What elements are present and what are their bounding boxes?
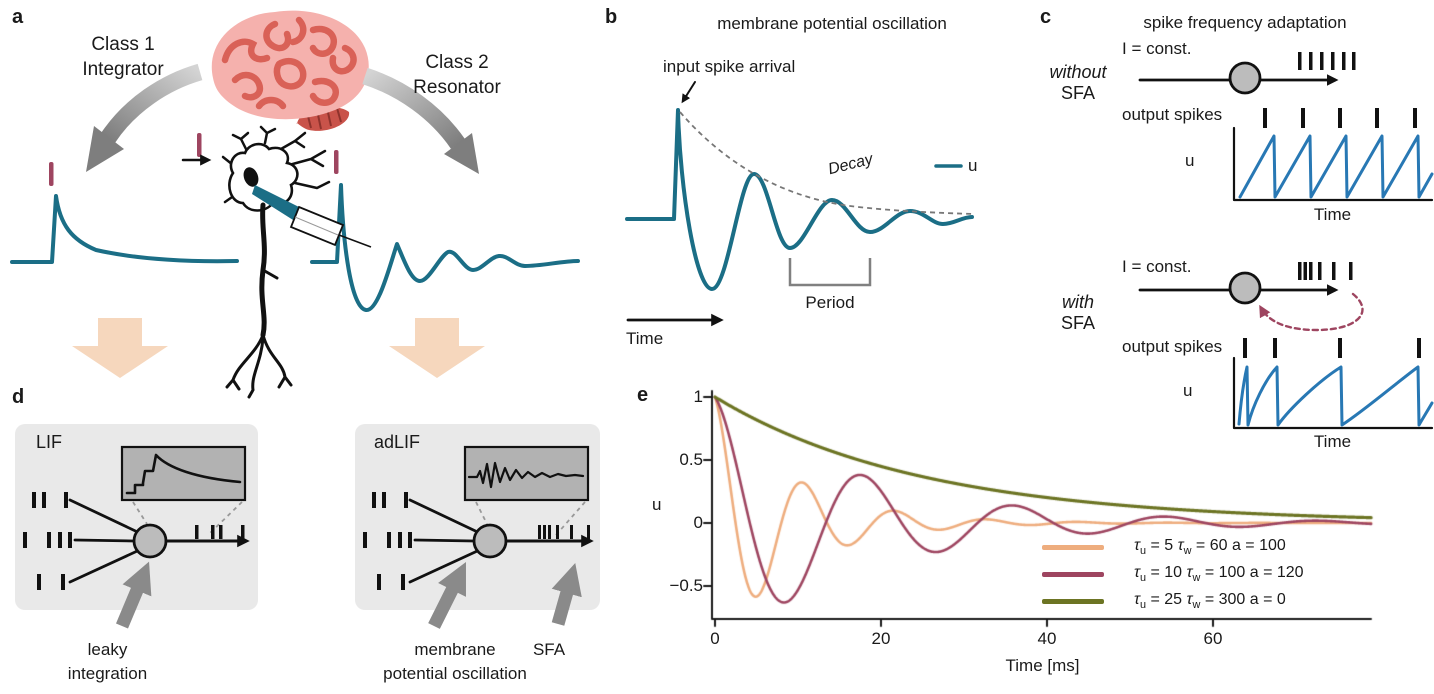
- panel-e-legend: τu = 5 τw = 60 a = 100 τu = 10 τw = 100 a…: [1042, 536, 1304, 619]
- class1-line1: Class 1: [91, 34, 155, 55]
- panel-c-label: c: [1040, 6, 1052, 28]
- period-label: Period: [805, 293, 855, 312]
- xtick-0: 0: [710, 629, 720, 648]
- down-arrow-left: [72, 318, 168, 378]
- ytick-0: 0: [693, 513, 703, 532]
- adlif-input-spikes: [363, 492, 412, 590]
- leaky-integration-arrow: [116, 561, 152, 629]
- leaky-caption-line1: leaky: [87, 640, 128, 659]
- mpo-arrow: [428, 562, 466, 629]
- panel-e-canvas: [628, 384, 1418, 684]
- legend-swatch: [1042, 571, 1104, 577]
- mpo-caption-line2: potential oscillation: [383, 664, 527, 683]
- input-spikes-top: [1298, 52, 1356, 70]
- panel-d-label: d: [12, 386, 25, 408]
- i-const-label-bottom: I = const.: [1122, 257, 1192, 276]
- decay-envelope: [679, 111, 975, 215]
- pipette: [252, 185, 372, 248]
- without-sfa-label: without SFA: [1040, 62, 1116, 104]
- input-spike-tick-right: [334, 150, 339, 174]
- ytick-1: 1: [693, 387, 703, 406]
- period-bracket: [788, 258, 872, 287]
- output-spikes-top: [1263, 108, 1417, 128]
- panel-d-graphics: [15, 424, 600, 629]
- legend-row: τu = 10 τw = 100 a = 120: [1042, 563, 1304, 585]
- time-label-top: Time: [1313, 205, 1352, 224]
- panel-b-label: b: [605, 6, 618, 28]
- without-word: without: [1049, 62, 1107, 82]
- sawtooth-axes-top: [1232, 126, 1434, 202]
- annotation-arrow: [681, 81, 696, 104]
- panel-e-ylabel: u: [652, 495, 662, 514]
- neuron-input-tick: [197, 133, 202, 157]
- output-spikes-label-top: output spikes: [1122, 105, 1223, 124]
- lif-output-spikes: [195, 525, 245, 539]
- xtick-60: 60: [1203, 629, 1223, 648]
- panel-c-title: spike frequency adaptation: [1143, 13, 1347, 32]
- with-word: with: [1061, 292, 1094, 312]
- panel-e-label: e: [637, 384, 649, 406]
- integrator-trace: [10, 194, 239, 264]
- xtick-40: 40: [1037, 629, 1057, 648]
- without-sfa-diagram: [1138, 52, 1434, 202]
- oscillation-trace: [625, 108, 974, 291]
- class1-arrow: [86, 63, 203, 172]
- legend-label: τu = 10 τw = 100 a = 120: [1134, 563, 1304, 585]
- sfa-caption: SFA: [532, 640, 566, 659]
- u-label-top: u: [1185, 151, 1195, 170]
- panel-a-label: a: [12, 6, 24, 28]
- class2-line2: Resonator: [413, 77, 501, 98]
- class2-arrow: [362, 67, 479, 174]
- ytick-05: 0.5: [679, 450, 703, 469]
- legend-row: τu = 25 τw = 300 a = 0: [1042, 590, 1304, 612]
- ytick-neg05: −0.5: [669, 576, 703, 595]
- resonator-trace: [310, 183, 580, 312]
- legend-swatch: [1042, 544, 1104, 550]
- class2-label: Class 2 Resonator: [374, 50, 540, 100]
- input-spike-arrival-label: input spike arrival: [663, 57, 796, 76]
- without-sfa-word: SFA: [1060, 83, 1095, 103]
- sawtooth-top: [1238, 134, 1434, 199]
- xtick-20: 20: [871, 629, 891, 648]
- lif-inset: [120, 445, 247, 502]
- lif-title: LIF: [36, 432, 63, 452]
- legend-swatch: [1042, 598, 1104, 604]
- legend-label: τu = 5 τw = 60 a = 100: [1134, 536, 1286, 558]
- panel-b-graphics: [625, 81, 975, 327]
- class1-label: Class 1 Integrator: [40, 32, 206, 82]
- output-spikes-bottom: [1243, 338, 1421, 358]
- legend-row: τu = 5 τw = 60 a = 100: [1042, 536, 1304, 558]
- panel-a-graphics: [10, 10, 580, 399]
- input-spikes-bottom: [1298, 262, 1353, 280]
- output-spikes-label-bottom: output spikes: [1122, 337, 1223, 356]
- panel-b-legend-u: u: [968, 156, 978, 175]
- panel-e-xlabel: Time [ms]: [1005, 656, 1080, 675]
- sfa-feedback-arrow: [1259, 292, 1364, 332]
- neuron-illustration: [221, 125, 372, 399]
- brain-illustration: [211, 10, 369, 131]
- adlif-diagram: [355, 424, 600, 629]
- panel-b-title: membrane potential oscillation: [717, 14, 947, 33]
- with-sfa-word: SFA: [1060, 313, 1095, 333]
- class1-line2: Integrator: [82, 59, 164, 80]
- sfa-arrow: [551, 562, 582, 626]
- legend-label: τu = 25 τw = 300 a = 0: [1134, 590, 1286, 612]
- input-spike-tick-left: [49, 162, 54, 186]
- class2-line1: Class 2: [425, 52, 489, 73]
- with-sfa-label: with SFA: [1040, 292, 1116, 334]
- i-const-label-top: I = const.: [1122, 39, 1192, 58]
- leaky-caption-line2: integration: [67, 664, 148, 683]
- down-arrow-right: [389, 318, 485, 378]
- mpo-caption-line1: membrane: [414, 640, 496, 659]
- lif-diagram: [15, 424, 258, 629]
- lif-input-spikes: [23, 492, 72, 590]
- panel-b-time-label: Time: [626, 329, 664, 348]
- adlif-output-spikes: [538, 525, 590, 539]
- adlif-title: adLIF: [374, 432, 421, 452]
